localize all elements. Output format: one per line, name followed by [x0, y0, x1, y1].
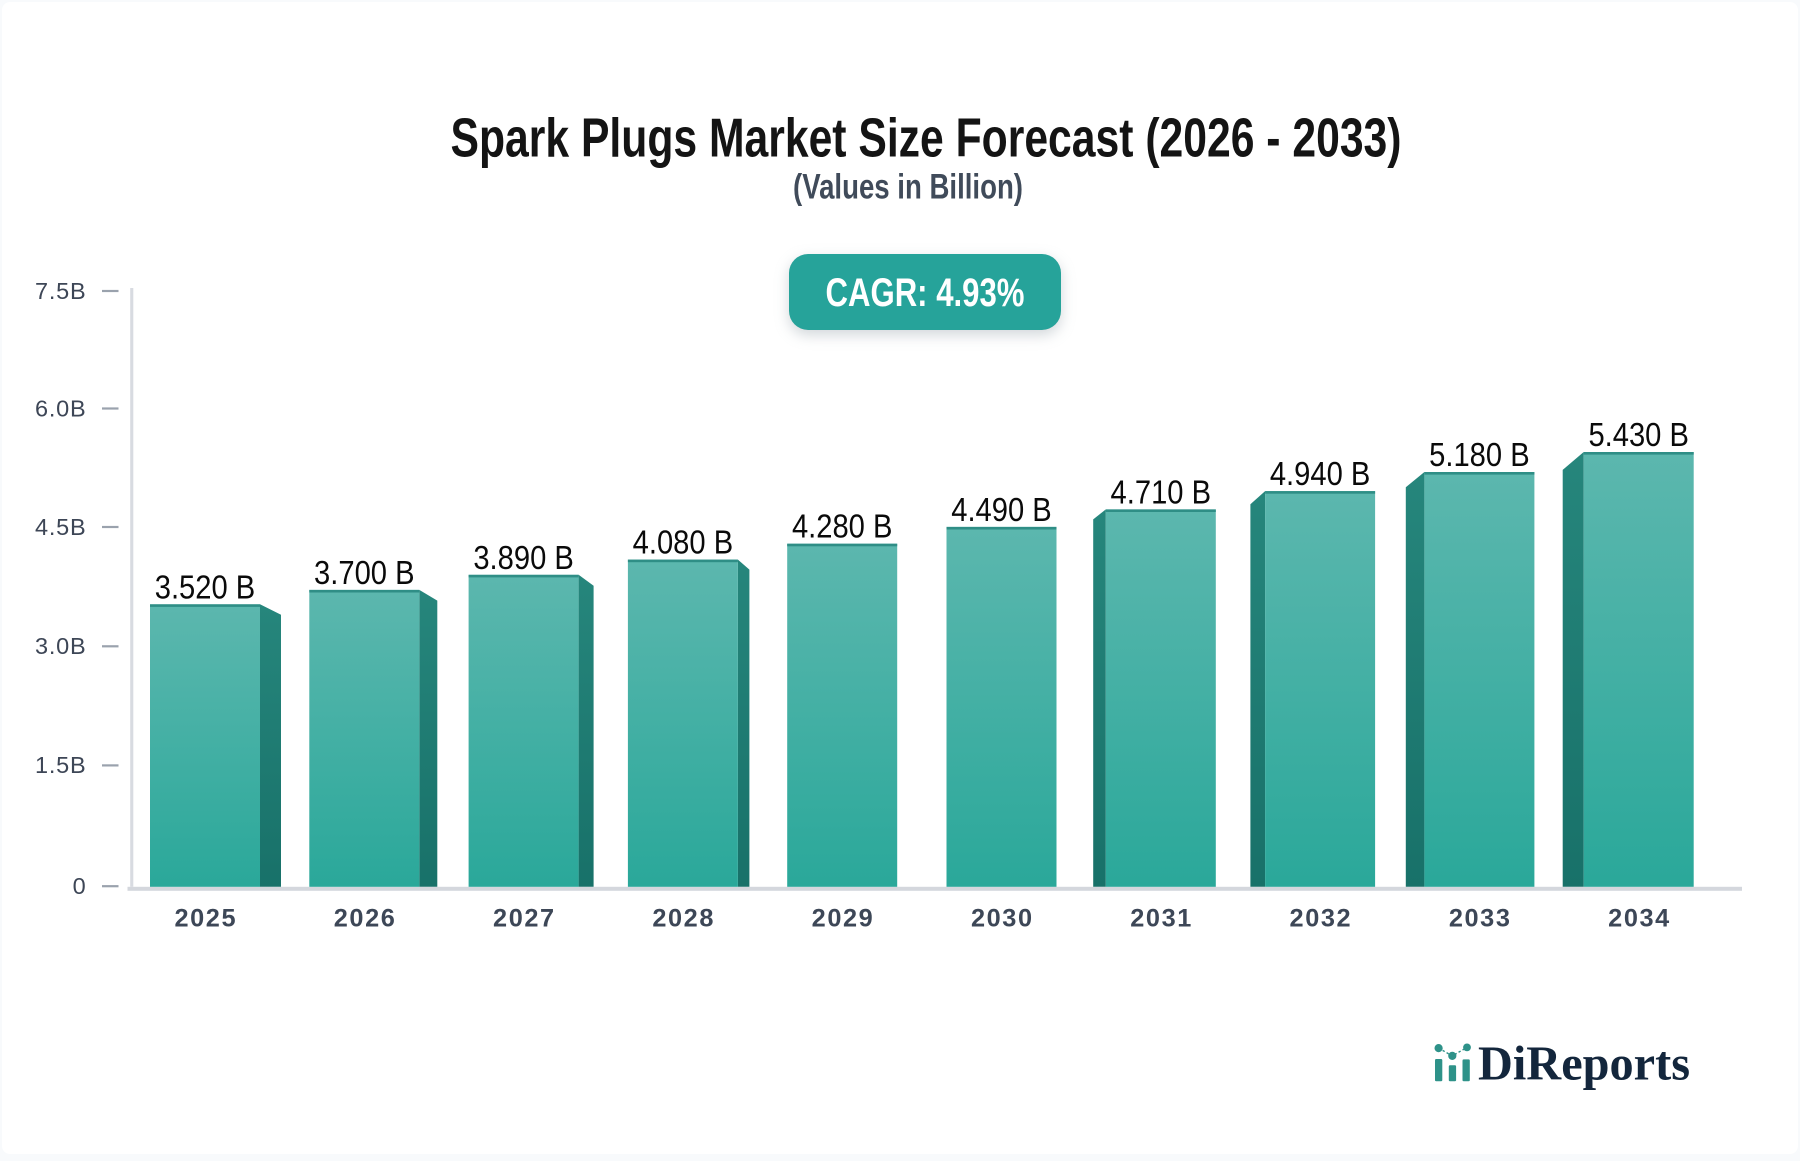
svg-text:2034: 2034 — [1608, 904, 1671, 932]
svg-text:2030: 2030 — [971, 904, 1034, 932]
svg-text:3.0B: 3.0B — [35, 633, 87, 659]
svg-text:2031: 2031 — [1130, 904, 1193, 932]
svg-text:2025: 2025 — [174, 904, 237, 932]
svg-text:DiReports: DiReports — [1478, 1036, 1690, 1091]
svg-text:2029: 2029 — [812, 904, 875, 932]
svg-text:7.5B: 7.5B — [35, 278, 87, 304]
svg-text:5.180 B: 5.180 B — [1429, 436, 1530, 473]
svg-text:6.0B: 6.0B — [35, 395, 87, 421]
svg-text:0: 0 — [73, 873, 87, 899]
svg-text:4.080 B: 4.080 B — [633, 524, 734, 561]
svg-text:4.280 B: 4.280 B — [792, 508, 893, 545]
svg-text:4.940 B: 4.940 B — [1270, 455, 1371, 492]
svg-text:2028: 2028 — [652, 904, 715, 932]
svg-text:2033: 2033 — [1449, 904, 1512, 932]
svg-text:Spark Plugs Market Size Foreca: Spark Plugs Market Size Forecast (2026 -… — [451, 107, 1402, 169]
svg-text:1.5B: 1.5B — [35, 752, 87, 778]
svg-text:2027: 2027 — [493, 904, 556, 932]
svg-text:5.430 B: 5.430 B — [1588, 416, 1689, 453]
svg-text:2026: 2026 — [334, 904, 397, 932]
svg-text:3.520 B: 3.520 B — [155, 568, 256, 605]
svg-text:(Values in Billion): (Values in Billion) — [793, 168, 1023, 207]
svg-text:2032: 2032 — [1290, 904, 1353, 932]
svg-text:3.700 B: 3.700 B — [314, 554, 415, 591]
svg-text:4.490 B: 4.490 B — [951, 491, 1052, 528]
svg-text:CAGR: 4.93%: CAGR: 4.93% — [826, 271, 1025, 315]
svg-text:3.890 B: 3.890 B — [473, 539, 574, 576]
svg-text:4.710 B: 4.710 B — [1111, 473, 1212, 510]
svg-text:4.5B: 4.5B — [35, 514, 87, 540]
